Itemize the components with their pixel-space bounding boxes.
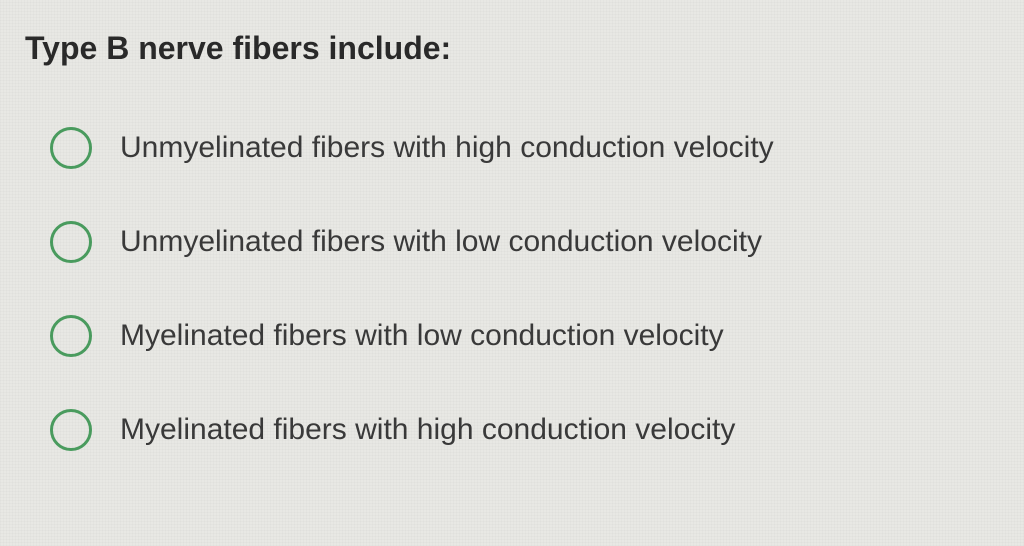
- question-title: Type B nerve fibers include:: [20, 30, 1004, 67]
- option-label: Myelinated fibers with high conduction v…: [120, 413, 735, 447]
- radio-icon[interactable]: [50, 315, 92, 357]
- option-label: Myelinated fibers with low conduction ve…: [120, 319, 724, 353]
- radio-icon[interactable]: [50, 127, 92, 169]
- option-row[interactable]: Unmyelinated fibers with low conduction …: [50, 221, 1004, 263]
- options-container: Unmyelinated fibers with high conduction…: [20, 127, 1004, 451]
- option-row[interactable]: Myelinated fibers with low conduction ve…: [50, 315, 1004, 357]
- option-row[interactable]: Myelinated fibers with high conduction v…: [50, 409, 1004, 451]
- option-label: Unmyelinated fibers with low conduction …: [120, 225, 762, 259]
- radio-icon[interactable]: [50, 221, 92, 263]
- radio-icon[interactable]: [50, 409, 92, 451]
- option-label: Unmyelinated fibers with high conduction…: [120, 131, 774, 165]
- option-row[interactable]: Unmyelinated fibers with high conduction…: [50, 127, 1004, 169]
